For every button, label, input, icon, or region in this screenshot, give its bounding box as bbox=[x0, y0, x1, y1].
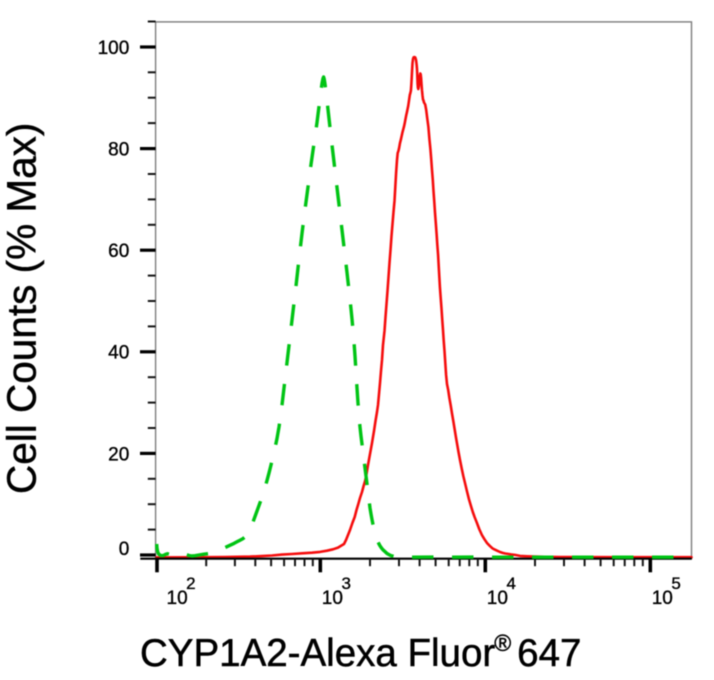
svg-text:80: 80 bbox=[108, 140, 129, 161]
svg-text:0: 0 bbox=[119, 539, 130, 560]
svg-text:60: 60 bbox=[108, 241, 129, 262]
svg-text:Cell Counts (% Max): Cell Counts (% Max) bbox=[0, 123, 45, 494]
svg-text:40: 40 bbox=[108, 343, 129, 364]
svg-text:100: 100 bbox=[98, 38, 130, 59]
svg-text:20: 20 bbox=[108, 444, 129, 465]
